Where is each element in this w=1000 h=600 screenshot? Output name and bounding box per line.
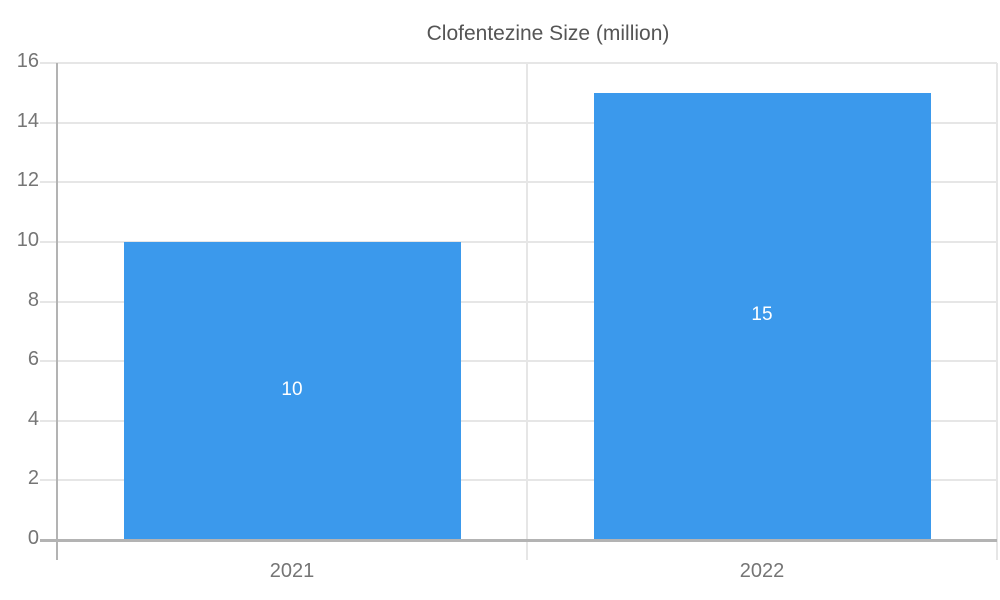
x-axis-label: 2021	[269, 560, 315, 582]
y-tick-label: 12	[16, 169, 39, 191]
bar-value-label: 15	[751, 304, 773, 325]
y-axis-line	[56, 63, 58, 560]
category-boundary-line	[996, 63, 998, 560]
y-tick	[40, 122, 57, 124]
y-tick-label: 0	[27, 527, 39, 549]
x-axis-label: 2022	[739, 560, 785, 582]
y-tick-label: 8	[27, 289, 39, 311]
y-tick	[40, 181, 57, 183]
y-tick	[40, 479, 57, 481]
y-tick-label: 6	[27, 348, 39, 370]
y-tick	[40, 301, 57, 303]
y-tick-label: 4	[27, 408, 39, 430]
bar	[594, 93, 931, 540]
y-tick	[40, 62, 57, 64]
y-tick-label: 10	[16, 229, 39, 251]
y-tick-label: 16	[16, 50, 39, 72]
legend: Clofentezine Size (million)	[0, 21, 1000, 46]
y-tick	[40, 360, 57, 362]
bar-value-label: 10	[281, 379, 303, 400]
y-tick	[40, 241, 57, 243]
x-axis-line	[40, 539, 997, 542]
y-tick-label: 2	[27, 467, 39, 489]
legend-label: Clofentezine Size (million)	[426, 22, 670, 45]
y-tick	[40, 420, 57, 422]
category-boundary-line	[526, 63, 528, 560]
bar	[124, 242, 461, 540]
y-tick-label: 14	[16, 110, 39, 132]
